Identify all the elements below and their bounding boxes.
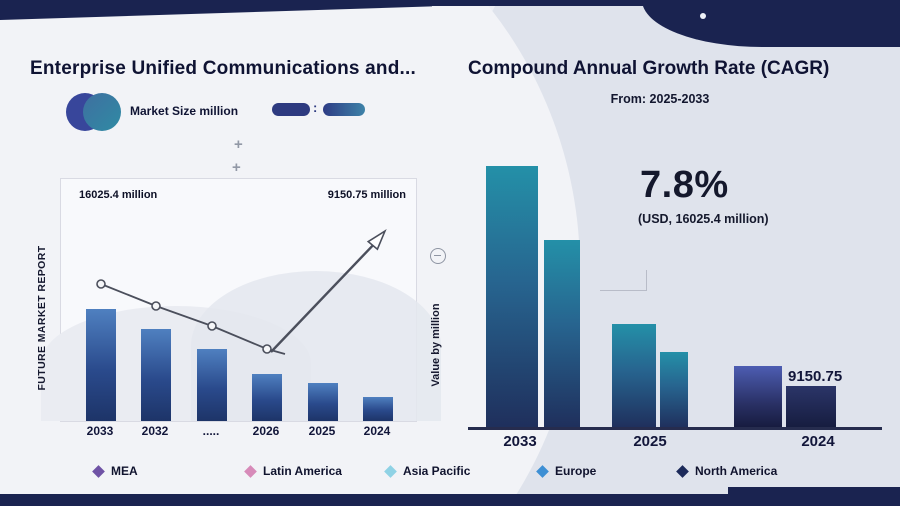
market-size-legend-icon <box>66 92 124 132</box>
right-x-label-2024: 2024 <box>801 433 835 450</box>
x-axis-line <box>468 427 882 430</box>
frame-top-bar <box>0 0 900 6</box>
right-x-label-2025: 2025 <box>633 433 667 450</box>
frame-bottom-right-step <box>728 487 900 506</box>
future-market-report-label: FUTURE MARKET REPORT <box>36 245 48 391</box>
legend-item-asia-pacific: Asia Pacific <box>384 464 471 478</box>
legend-bullet-asia-pacific <box>384 464 397 478</box>
right-chart-title: Compound Annual Growth Rate (CAGR) <box>468 58 830 79</box>
cagr-value: 7.8% <box>640 164 729 206</box>
legend-label: Latin America <box>263 464 342 478</box>
left-chart: 16025.4 million 9150.75 million FUTURE M… <box>36 178 441 422</box>
legend-label: Europe <box>555 464 597 478</box>
cagr-bar-2033-back <box>544 240 580 428</box>
legend-bullet-europe <box>536 464 549 478</box>
cagr-bar-2025-back <box>660 352 688 428</box>
cagr-bar-2033-front <box>486 166 538 428</box>
legend-bullet-latin-america <box>244 464 257 478</box>
x-label-2025: 2025 <box>308 424 336 438</box>
step-line-decoration <box>600 270 647 291</box>
cagr-bar-2025-front <box>612 324 656 428</box>
right-chart-subtitle: From: 2025-2033 <box>610 92 710 106</box>
trend-line-arrow <box>96 228 387 355</box>
value-by-million-label: Value by million <box>430 303 442 387</box>
x-label-2026: 2026 <box>252 424 280 438</box>
minus-circle-icon <box>430 248 446 264</box>
legend-item-mea: MEA <box>92 464 138 478</box>
bar-2026 <box>252 374 282 421</box>
legend-label: MEA <box>111 464 138 478</box>
cagr-bar-2024-front <box>734 366 782 428</box>
legend-pill-navy <box>272 103 310 116</box>
cagr-bar-2024-back <box>786 386 836 428</box>
legend-label: Asia Pacific <box>403 464 471 478</box>
x-label-2024: 2024 <box>363 424 391 438</box>
x-label-mid-years: ..... <box>202 424 220 438</box>
frame-dot-decoration <box>700 13 706 19</box>
bar-2033 <box>86 309 116 421</box>
bar-mid-years <box>197 349 227 421</box>
plus-icon: + <box>234 136 243 153</box>
left-chart-max-label: 16025.4 million <box>79 189 158 201</box>
bar-2024 <box>363 397 393 421</box>
right-x-label-2033: 2033 <box>503 433 537 450</box>
bar-2032 <box>141 329 171 421</box>
legend-pill-gradient <box>323 103 365 116</box>
x-label-2032: 2032 <box>141 424 169 438</box>
legend-item-latin-america: Latin America <box>244 464 342 478</box>
bar-value-label: 9150.75 <box>788 368 843 385</box>
bar-2025 <box>308 383 338 421</box>
left-chart-title: Enterprise Unified Communications and... <box>30 58 416 79</box>
sphere-right-icon <box>83 93 121 131</box>
legend-item-north-america: North America <box>676 464 778 478</box>
legend-item-europe: Europe <box>536 464 597 478</box>
plus-icon: + <box>232 159 241 176</box>
legend-bullet-north-america <box>676 464 689 478</box>
legend-bullet-mea <box>92 464 105 478</box>
cagr-note: (USD, 16025.4 million) <box>638 212 769 226</box>
left-chart-min-label: 9150.75 million <box>327 189 406 201</box>
legend-pill-colon: : <box>313 100 318 115</box>
minus-dash <box>434 254 441 256</box>
market-size-legend-label: Market Size million <box>130 104 239 118</box>
x-label-2033: 2033 <box>86 424 114 438</box>
frame-bottom-bar <box>0 494 900 506</box>
legend-label: North America <box>695 464 778 478</box>
